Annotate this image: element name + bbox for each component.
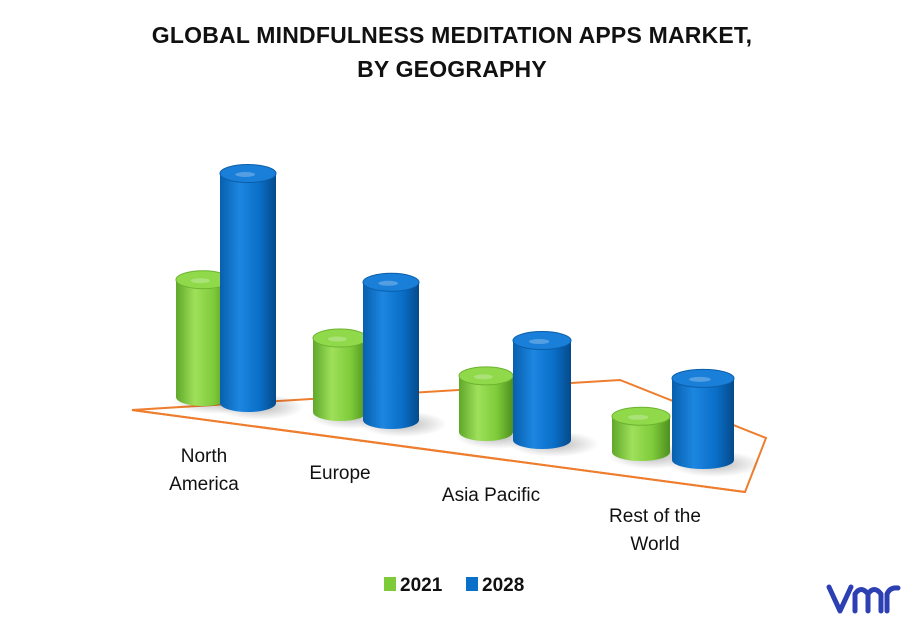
chart-title-line-2: BY GEOGRAPHY	[357, 56, 547, 82]
chart-title-line-1: GLOBAL MINDFULNESS MEDITATION APPS MARKE…	[151, 22, 753, 48]
legend: 2021 2028	[384, 575, 524, 596]
bar-cap-highlight	[689, 376, 711, 382]
bar-top-2021	[611, 406, 671, 426]
bar-2028-europe	[363, 282, 419, 429]
bar-cap-highlight	[627, 414, 649, 420]
bar-cap-highlight	[473, 374, 493, 380]
chart-title: GLOBAL MINDFULNESS MEDITATION APPS MARKE…	[0, 18, 904, 86]
bars	[172, 164, 762, 477]
category-label-line: Rest of the	[609, 506, 701, 527]
bar-cap-highlight	[327, 336, 347, 342]
category-label-line: Europe	[309, 463, 370, 484]
bar-cap-highlight	[528, 339, 550, 345]
bar-2028-asia-pacific	[513, 340, 571, 449]
bar-2021-europe	[313, 338, 367, 421]
bar-2021-north-america	[176, 279, 230, 406]
bar-cap-highlight	[235, 172, 255, 177]
category-label-line: North	[181, 446, 227, 467]
bar-2028-north-america	[220, 173, 276, 412]
floor-front-edge	[131, 409, 746, 493]
bar-top-2028	[362, 272, 420, 292]
legend-label-2028: 2028	[482, 575, 524, 596]
category-label-line: World	[630, 534, 679, 555]
bar-cap-highlight	[378, 280, 399, 286]
bar-2028-rest-of-the-world	[672, 378, 734, 469]
bar-cap-highlight	[190, 278, 210, 284]
category-label: Asia Pacific	[442, 485, 540, 506]
vmr-logo	[826, 584, 901, 614]
legend-swatch-2028	[466, 577, 478, 591]
bar-top-2028	[512, 331, 572, 351]
vmr-logo-mark	[826, 584, 901, 614]
category-label: Europe	[309, 463, 370, 484]
legend-swatch-2021	[384, 577, 396, 591]
category-label-line: America	[169, 474, 239, 495]
floor-outline	[131, 378, 768, 494]
bar-2021-asia-pacific	[459, 375, 513, 441]
category-label: North America	[169, 446, 239, 495]
bar-2021-rest-of-the-world	[612, 416, 670, 461]
category-label: Rest of the World	[609, 506, 701, 555]
bar-top-2028	[219, 164, 277, 183]
category-labels: North America Europe Asia Pacific Rest of th…	[169, 446, 701, 555]
bar-top-2028	[671, 368, 735, 388]
legend-label-2021: 2021	[400, 575, 443, 596]
category-label-line: Asia Pacific	[442, 485, 540, 506]
